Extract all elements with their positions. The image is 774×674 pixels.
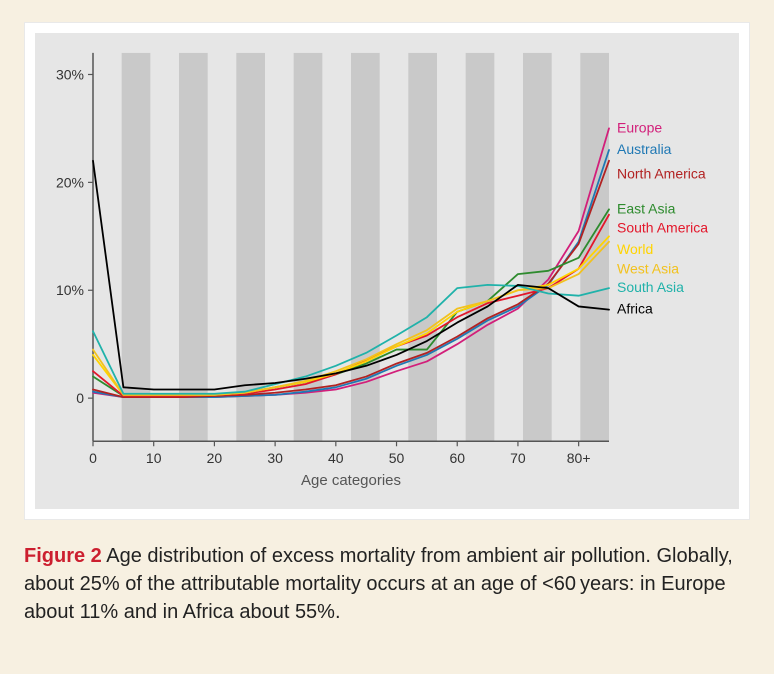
chart-plot-area: 0 10% 20% 30% 0 10 20 30 40 50 60 70 80+ Age categori… (35, 33, 739, 509)
legend-label: Australia (617, 141, 672, 157)
legend-label: West Asia (617, 261, 679, 277)
svg-text:20: 20 (207, 450, 223, 466)
svg-text:0: 0 (76, 390, 84, 406)
legend-label: East Asia (617, 200, 676, 216)
svg-text:30: 30 (267, 450, 283, 466)
svg-text:0: 0 (89, 450, 97, 466)
legend-label: Europe (617, 119, 662, 135)
svg-text:50: 50 (389, 450, 405, 466)
svg-text:Age categories: Age categories (301, 472, 401, 489)
legend-label: World (617, 241, 653, 257)
svg-text:10%: 10% (56, 282, 84, 298)
svg-text:10: 10 (146, 450, 162, 466)
figure-caption: Figure 2 Age distribution of excess mort… (24, 542, 750, 626)
svg-text:30%: 30% (56, 66, 84, 82)
chart-card: 0 10% 20% 30% 0 10 20 30 40 50 60 70 80+ Age categori… (24, 22, 750, 520)
svg-text:40: 40 (328, 450, 344, 466)
line-chart: 0 10% 20% 30% 0 10 20 30 40 50 60 70 80+ Age categori… (35, 33, 739, 509)
figure-label: Figure 2 (24, 545, 102, 567)
figure-container: 0 10% 20% 30% 0 10 20 30 40 50 60 70 80+ Age categori… (0, 0, 774, 674)
figure-caption-text: Age distribution of excess mortality fro… (24, 545, 733, 623)
svg-text:70: 70 (510, 450, 526, 466)
svg-text:80+: 80+ (567, 450, 591, 466)
svg-text:20%: 20% (56, 174, 84, 190)
legend-label: South Asia (617, 279, 684, 295)
svg-text:60: 60 (449, 450, 465, 466)
legend-label: North America (617, 166, 706, 182)
legend-label: South America (617, 220, 708, 236)
legend-label: Africa (617, 301, 653, 317)
